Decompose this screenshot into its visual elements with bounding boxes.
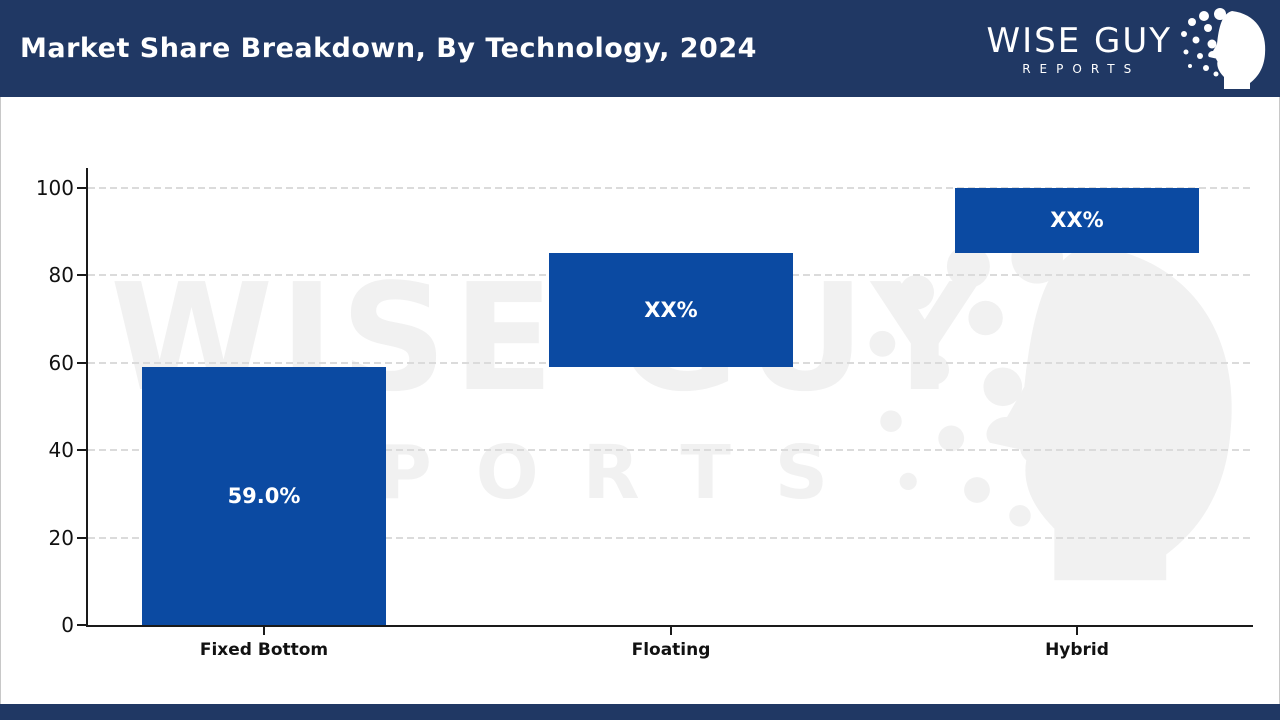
bar-floating	[549, 253, 793, 367]
y-tick-mark	[77, 624, 86, 626]
y-tick-label: 40	[48, 438, 74, 462]
page-title: Market Share Breakdown, By Technology, 2…	[20, 33, 757, 64]
y-tick-mark	[77, 274, 86, 276]
y-tick-label: 100	[35, 175, 74, 200]
header-band: Market Share Breakdown, By Technology, 2…	[0, 0, 1280, 97]
x-category-label: Fixed Bottom	[199, 640, 329, 660]
y-tick-mark	[77, 186, 86, 189]
brand-logo: WISE GUY REPORTS	[986, 8, 1268, 90]
plot-area: 0 20 40 60 80 100 59.0% Fixed Bottom XX% Floating…	[0, 97, 1280, 704]
head-profile-icon	[1181, 8, 1266, 89]
bar-fixed-bottom	[142, 366, 386, 625]
y-tick-mark	[77, 361, 86, 364]
x-tick-mark	[263, 627, 265, 635]
gridline	[88, 449, 1253, 451]
bar-value-label: XX%	[644, 298, 698, 322]
y-tick-mark	[77, 536, 86, 539]
brand-name: WISE GUY	[986, 20, 1172, 61]
bar-value-label: 59.0%	[227, 483, 301, 508]
brand-subtitle: REPORTS	[1022, 61, 1141, 76]
bar-hybrid	[955, 187, 1199, 254]
footer-band	[0, 704, 1280, 720]
brand-logo-text: WISE GUY REPORTS	[986, 23, 1172, 76]
y-axis-line	[86, 168, 88, 627]
bar-value-label: XX%	[1050, 208, 1104, 233]
y-tick-label: 20	[48, 525, 74, 550]
y-tick-label: 0	[61, 613, 74, 637]
x-tick-mark	[670, 627, 672, 635]
x-tick-mark	[1076, 627, 1078, 635]
x-category-label: Floating	[631, 640, 711, 660]
gridline	[88, 186, 1253, 189]
y-tick-mark	[77, 449, 86, 451]
x-category-label: Hybrid	[1045, 640, 1109, 660]
x-axis-line	[86, 625, 1253, 627]
y-tick-label: 80	[48, 263, 74, 287]
y-tick-label: 60	[48, 350, 74, 375]
gridline	[88, 536, 1253, 539]
